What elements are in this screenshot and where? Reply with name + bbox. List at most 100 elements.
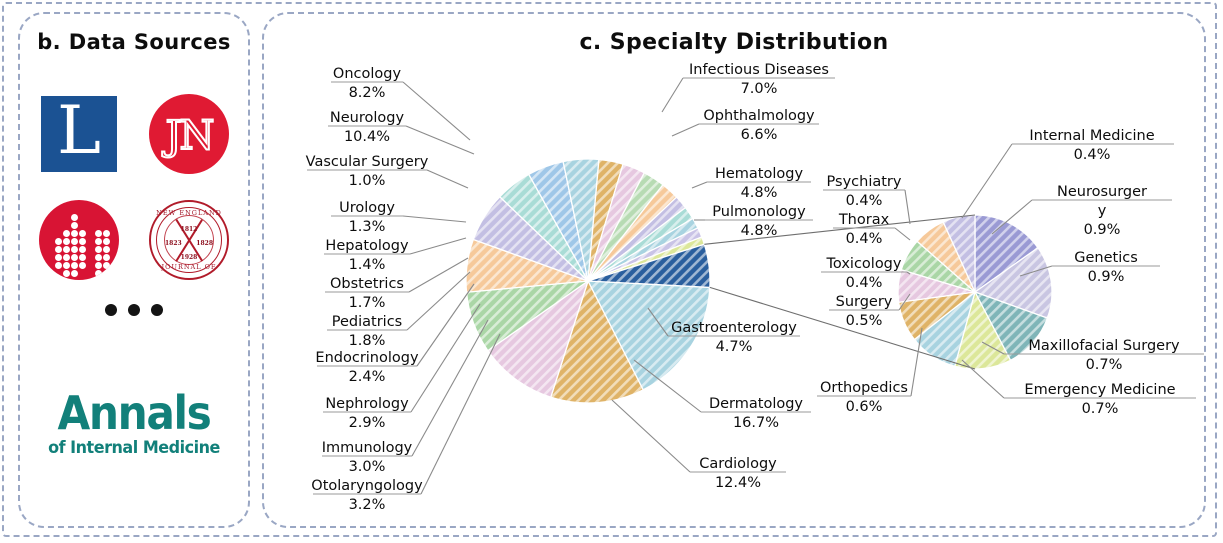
- label-leader-line: [402, 81, 471, 141]
- pie-label-text: Neurosurger: [1057, 184, 1147, 200]
- specialty-pie-chart: Oncology 8.2% Neurology 10.4% Vascular Surge…: [306, 62, 1204, 513]
- bmj-dot: [79, 246, 86, 253]
- pie-wedge[interactable]: [486, 279, 590, 399]
- label-leader-line: [611, 399, 691, 473]
- pie-label-text: Maxillofacial Surgery: [1028, 338, 1180, 354]
- pie-label-text: Vascular Surgery: [306, 154, 429, 170]
- bmj-dot: [55, 254, 62, 261]
- label-leader-line: [991, 199, 1033, 235]
- label-leader-line: [906, 271, 911, 275]
- pie-label-text: 8.2%: [349, 85, 386, 101]
- pie-label-text: 4.8%: [741, 185, 778, 201]
- pie-label-text: 0.6%: [846, 399, 883, 415]
- label-leader-line: [898, 293, 911, 311]
- pie-label-text: 0.7%: [1086, 357, 1123, 373]
- pie-label-text: 0.4%: [846, 275, 883, 291]
- panel-c-title: c. Specialty Distribution: [579, 30, 889, 55]
- bmj-dot: [95, 262, 102, 269]
- pie-label-text: Immunology: [322, 440, 413, 456]
- bmj-dot: [71, 262, 78, 269]
- bmj-dot: [71, 246, 78, 253]
- nejm-year-1928: 1928: [180, 254, 198, 261]
- jama-logo-cell: JN: [147, 92, 231, 176]
- label-leader-line: [661, 77, 684, 113]
- panel-b-title: b. Data Sources: [37, 30, 231, 54]
- pie-label-text: Pulmonology: [712, 204, 806, 220]
- label-leader-line: [1019, 265, 1053, 277]
- bmj-dot: [71, 254, 78, 261]
- logo-row-1: L JN: [20, 92, 248, 176]
- bmj-dot: [79, 238, 86, 245]
- bmj-dot: [71, 214, 78, 221]
- pie-label-text: 3.0%: [349, 459, 386, 475]
- secondary-pie-wedge[interactable]: [974, 214, 1039, 294]
- pie-label-text: Gastroenterology: [671, 320, 797, 336]
- dot-2: [128, 304, 140, 316]
- pie-label-text: 0.4%: [1074, 147, 1111, 163]
- bmj-dot: [79, 254, 86, 261]
- lancet-logo-letter: L: [57, 92, 101, 169]
- nejm-year-1812: 1812: [180, 226, 198, 233]
- bmj-dot: [79, 230, 86, 237]
- pie-label-text: Infectious Diseases: [689, 62, 829, 78]
- pie-wedge[interactable]: [549, 279, 645, 404]
- explode-connectors: [704, 214, 976, 370]
- nejm-ring-inner: [164, 215, 214, 265]
- nejm-logo-cell: NEW ENGLAND JOURNAL OF 1812 1823 1828 19…: [147, 198, 231, 282]
- pie-label-text: Oncology: [333, 66, 402, 82]
- bmj-dot: [95, 246, 102, 253]
- bmj-dot: [63, 270, 70, 277]
- bmj-dot: [55, 238, 62, 245]
- bmj-dot: [103, 238, 110, 245]
- bmj-dot: [103, 246, 110, 253]
- label-leader-line: [961, 359, 1005, 399]
- secondary-pie-wedges: [897, 214, 1053, 370]
- bmj-dot: [63, 230, 70, 237]
- jama-logo: JN: [149, 94, 229, 174]
- pie-label-text: 10.4%: [344, 129, 390, 145]
- label-leader-line: [406, 271, 471, 331]
- pie-label-text: Neurology: [330, 110, 405, 126]
- nejm-year-1828: 1828: [196, 240, 213, 247]
- pie-label-text: 12.4%: [715, 475, 761, 491]
- secondary-pie-wedge[interactable]: [973, 246, 1053, 319]
- pie-label-text: 1.7%: [349, 295, 386, 311]
- bmj-dot: [71, 230, 78, 237]
- bmj-dot: [95, 270, 102, 277]
- bmj-dot: [63, 246, 70, 253]
- label-leader-line: [426, 169, 469, 189]
- pie-label-text: Cardiology: [699, 456, 777, 472]
- jama-logo-letters: JN: [164, 112, 215, 160]
- bmj-dot: [63, 238, 70, 245]
- pie-label-text: Ophthalmology: [703, 108, 815, 124]
- logo-grid: L JN: [20, 92, 248, 326]
- pie-label-text: 1.4%: [349, 257, 386, 273]
- bmj-dot: [55, 262, 62, 269]
- pie-label-text: Surgery: [836, 294, 893, 310]
- label-leader-line: [416, 283, 475, 367]
- bmj-dot: [103, 230, 110, 237]
- bmj-dot: [71, 238, 78, 245]
- lancet-logo-cell: L: [37, 92, 121, 176]
- label-leader-line: [420, 333, 501, 495]
- label-leader-line: [894, 227, 911, 241]
- pie-label-text: Endocrinology: [315, 350, 419, 366]
- pie-label-text: Obstetrics: [330, 276, 404, 292]
- pie-labels: Oncology 8.2% Neurology 10.4% Vascular Surge…: [306, 62, 1204, 513]
- pie-label-text: Otolaryngology: [311, 478, 423, 494]
- nejm-year-1823: 1823: [165, 240, 182, 247]
- annals-logo: Annals of Internal Medicine: [20, 390, 248, 458]
- pie-label-text: 0.9%: [1088, 269, 1125, 285]
- label-leader-line: [961, 143, 1013, 219]
- explode-connector-1: [704, 214, 976, 245]
- pie-label-text: 0.4%: [846, 193, 883, 209]
- pie-wedge[interactable]: [586, 280, 711, 391]
- label-leader-line: [981, 341, 1005, 355]
- label-leader-line: [647, 307, 669, 337]
- nejm-arc-bottom: JOURNAL OF: [161, 263, 217, 271]
- bmj-dot: [63, 262, 70, 269]
- dot-1: [105, 304, 117, 316]
- pie-label-text: 0.4%: [846, 231, 883, 247]
- pie-label-text: 7.0%: [741, 81, 778, 97]
- pie-label-text: Genetics: [1074, 250, 1138, 266]
